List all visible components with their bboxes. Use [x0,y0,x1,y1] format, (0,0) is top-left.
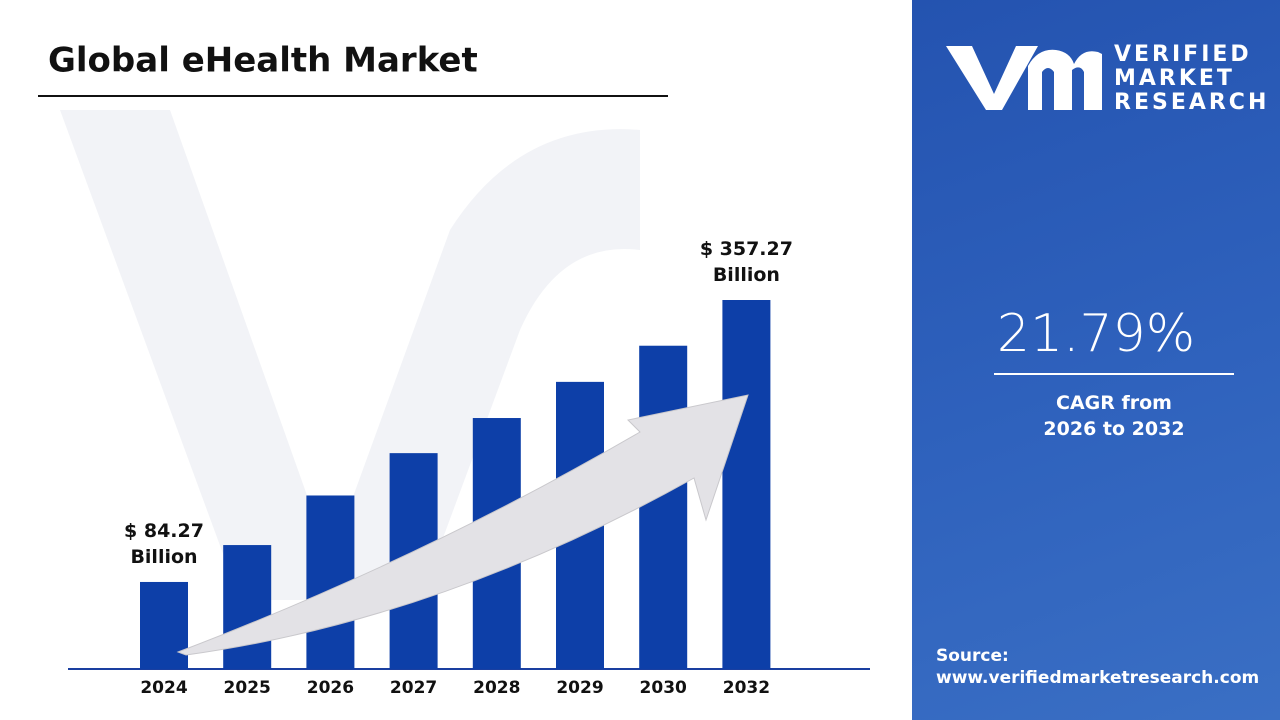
brand-line: VERIFIED [1114,42,1252,67]
chart-title: Global eHealth Market [48,41,478,81]
value-label: $ 357.27 Billion [699,238,793,286]
chart: Global eHealth Market 2024 2025 2026 2027 20… [38,41,870,698]
bar [223,545,272,669]
x-tick-label: 2024 [140,678,187,698]
side-panel: VERIFIED MARKET RESEARCH 21.79% CAGR fro… [912,0,1280,720]
brand-line: MARKET [1114,66,1235,91]
x-tick-label: 2032 [723,678,770,698]
x-tick-label: 2029 [556,678,603,698]
watermark [60,110,640,600]
cagr-value: 21.79% [996,304,1196,364]
bar [639,345,688,669]
x-tick-label: 2027 [390,678,437,698]
brand-line: RESEARCH [1114,90,1270,115]
x-tick-label: 2030 [640,678,687,698]
growth-arrow [176,394,749,656]
source-label: Source: [936,646,1009,666]
value-label: $ 84.27 Billion [124,519,204,568]
cagr-label: CAGR from 2026 to 2032 [1043,392,1185,440]
x-tick-label: 2028 [473,678,520,698]
logo-mark [946,46,1102,110]
x-tick-label: 2025 [224,678,271,698]
x-tick-label: 2026 [307,678,354,698]
cagr-rule [994,373,1234,375]
bar [140,581,188,669]
bar [722,300,771,669]
source-url: www.verifiedmarketresearch.com [936,668,1260,688]
